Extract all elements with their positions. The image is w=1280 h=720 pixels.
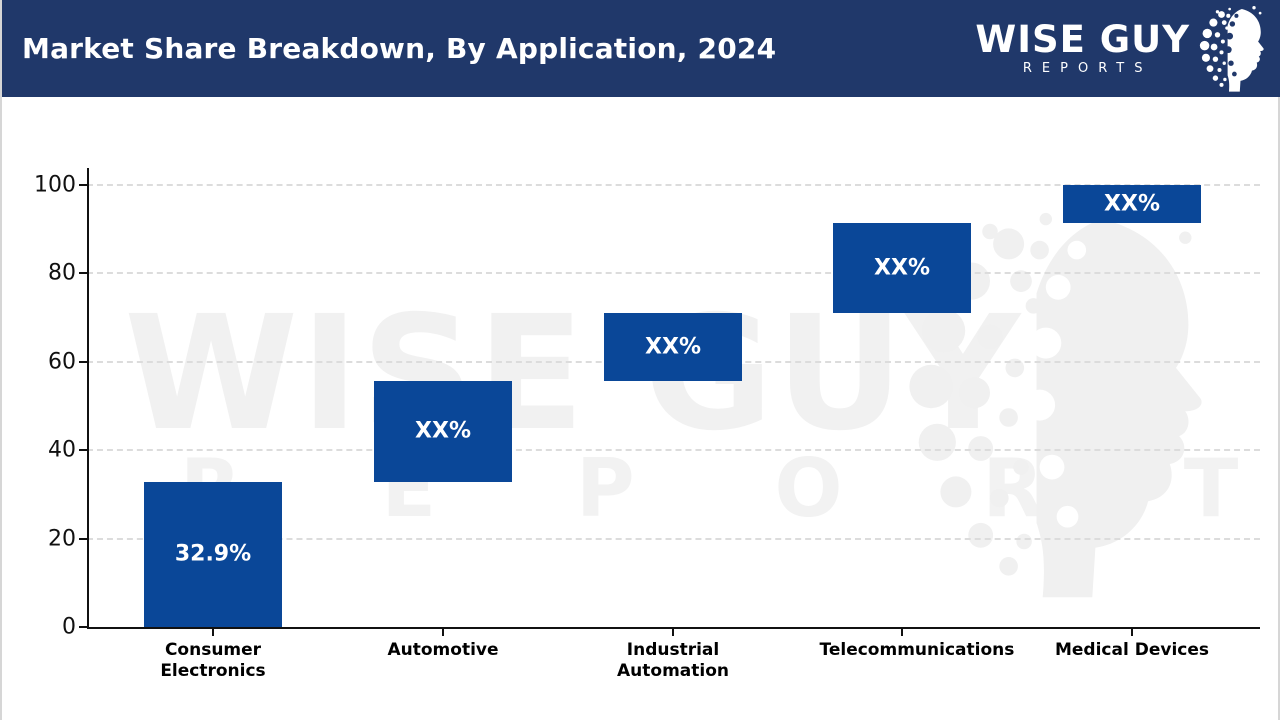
gridline-80 xyxy=(87,272,1260,275)
y-tick-mark-80 xyxy=(79,272,87,275)
bar-value-label-telecommunications: XX% xyxy=(874,255,930,281)
x-tick-mark-industrial-automation xyxy=(672,629,674,636)
y-tick-label-80: 80 xyxy=(48,260,76,286)
y-tick-label-0: 0 xyxy=(62,614,76,640)
x-tick-mark-telecommunications xyxy=(901,629,903,636)
brand-name: WISE GUY xyxy=(975,18,1190,61)
bar-medical-devices xyxy=(1063,185,1201,224)
y-tick-mark-20 xyxy=(79,537,87,540)
x-category-label-automotive: Automotive xyxy=(387,640,499,660)
y-axis-line xyxy=(87,168,89,629)
y-tick-label-100: 100 xyxy=(34,172,76,198)
gridline-20 xyxy=(87,537,1260,540)
brand-logo-text: WISE GUY REPORTS xyxy=(975,21,1190,76)
bar-value-label-industrial-automation: XX% xyxy=(645,334,701,360)
gridline-100 xyxy=(87,184,1260,186)
bar-value-label-automotive: XX% xyxy=(415,418,471,444)
x-tick-mark-consumer-electronics xyxy=(212,629,214,636)
y-tick-mark-40 xyxy=(79,449,87,452)
y-tick-mark-0 xyxy=(79,626,87,628)
y-tick-label-40: 40 xyxy=(48,437,76,463)
x-tick-mark-automotive xyxy=(442,629,444,636)
x-axis-line xyxy=(87,627,1260,629)
brand-subtitle: REPORTS xyxy=(1022,61,1153,76)
bar-value-label-medical-devices: XX% xyxy=(1104,191,1160,217)
brand-logo: WISE GUY REPORTS xyxy=(975,0,1268,97)
bar-value-label-consumer-electronics: 32.9% xyxy=(174,541,252,567)
x-category-label-telecommunications: Telecommunications xyxy=(819,640,1015,660)
bar-telecommunications xyxy=(833,223,971,313)
wiseguy-head-icon xyxy=(1194,5,1268,93)
x-tick-mark-medical-devices xyxy=(1131,629,1133,636)
header: Market Share Breakdown, By Application, … xyxy=(2,0,1280,97)
gridline-40 xyxy=(87,449,1260,452)
bar-consumer-electronics xyxy=(144,481,282,627)
y-tick-mark-100 xyxy=(79,184,87,186)
y-tick-label-20: 20 xyxy=(48,526,76,552)
page-title: Market Share Breakdown, By Application, … xyxy=(22,32,777,65)
x-category-label-medical-devices: Medical Devices xyxy=(1054,640,1209,660)
x-category-label-consumer-electronics: Consumer Electronics xyxy=(160,640,266,682)
x-category-label-industrial-automation: Industrial Automation xyxy=(617,640,729,682)
y-tick-mark-60 xyxy=(79,360,87,363)
y-tick-label-60: 60 xyxy=(48,349,76,375)
bar-automotive xyxy=(374,381,512,482)
bar-industrial-automation xyxy=(604,312,742,382)
